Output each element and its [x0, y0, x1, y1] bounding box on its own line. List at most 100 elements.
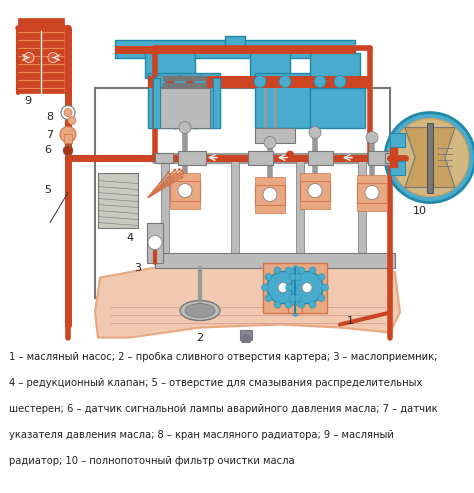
Circle shape — [279, 75, 291, 88]
Circle shape — [289, 295, 296, 302]
Bar — [231, 158, 239, 263]
Text: 5: 5 — [45, 184, 52, 195]
Circle shape — [64, 108, 72, 116]
Bar — [18, 28, 40, 93]
Circle shape — [298, 284, 304, 291]
Circle shape — [285, 284, 292, 291]
Bar — [170, 180, 200, 201]
Bar — [300, 173, 330, 180]
Circle shape — [178, 168, 181, 171]
Circle shape — [194, 75, 206, 88]
Circle shape — [274, 267, 281, 274]
Circle shape — [314, 75, 326, 88]
Text: радиатор; 10 – полнопоточный фильтр очистки масла: радиатор; 10 – полнопоточный фильтр очис… — [9, 456, 295, 466]
Bar — [390, 133, 405, 146]
Circle shape — [318, 295, 325, 302]
Bar — [255, 128, 295, 142]
Circle shape — [265, 295, 272, 302]
Bar — [357, 203, 387, 211]
Circle shape — [48, 53, 58, 63]
Bar — [368, 150, 390, 165]
Bar — [255, 72, 310, 128]
Circle shape — [180, 176, 183, 179]
Text: 9: 9 — [25, 96, 32, 106]
Bar — [255, 176, 285, 184]
Ellipse shape — [180, 301, 220, 320]
Circle shape — [179, 122, 191, 134]
Circle shape — [294, 295, 301, 302]
Bar — [145, 53, 195, 77]
Bar — [163, 75, 207, 80]
Circle shape — [267, 272, 299, 304]
Circle shape — [308, 183, 322, 198]
Bar — [357, 175, 387, 182]
Circle shape — [241, 335, 251, 345]
Bar — [358, 158, 366, 263]
Text: 10: 10 — [413, 206, 427, 215]
Bar — [300, 180, 330, 201]
Circle shape — [309, 267, 316, 274]
Bar — [161, 158, 169, 263]
Bar — [357, 182, 387, 203]
Circle shape — [264, 137, 276, 148]
Text: 2: 2 — [196, 333, 203, 343]
Bar — [95, 88, 390, 298]
Circle shape — [274, 301, 281, 308]
Bar — [155, 152, 173, 163]
Circle shape — [298, 301, 305, 308]
Bar — [240, 329, 252, 340]
Text: 4: 4 — [127, 233, 134, 243]
Text: 8: 8 — [46, 111, 54, 122]
Circle shape — [182, 172, 184, 175]
Circle shape — [391, 118, 469, 197]
Circle shape — [289, 274, 296, 281]
Circle shape — [61, 106, 75, 119]
Bar — [213, 77, 220, 128]
Circle shape — [385, 112, 474, 203]
Bar — [170, 173, 200, 180]
Bar — [178, 150, 206, 165]
Bar — [18, 18, 64, 28]
Bar — [115, 39, 355, 58]
Bar — [263, 263, 327, 313]
Bar — [427, 123, 433, 193]
Bar — [308, 150, 333, 165]
Bar — [310, 88, 365, 128]
Circle shape — [154, 75, 166, 88]
Bar — [288, 305, 302, 313]
Bar — [225, 35, 245, 47]
Polygon shape — [405, 128, 455, 187]
Bar — [255, 184, 285, 205]
Text: 1 – масляный насос; 2 – пробка сливного отверстия картера; 3 – маслоприемник;: 1 – масляный насос; 2 – пробка сливного … — [9, 352, 438, 362]
Circle shape — [60, 127, 76, 142]
Circle shape — [167, 171, 170, 174]
Circle shape — [334, 75, 346, 88]
Circle shape — [278, 282, 288, 292]
Bar — [160, 88, 210, 128]
Text: 3: 3 — [135, 263, 142, 273]
Polygon shape — [95, 268, 400, 338]
Bar — [385, 152, 405, 163]
Bar — [155, 252, 395, 268]
Circle shape — [265, 274, 272, 281]
Bar — [64, 134, 72, 142]
Circle shape — [309, 301, 316, 308]
Circle shape — [309, 127, 321, 139]
Circle shape — [174, 75, 186, 88]
Text: указателя давления масла; 8 – кран масляного радиатора; 9 – масляный: указателя давления масла; 8 – кран масля… — [9, 430, 394, 440]
Circle shape — [365, 185, 379, 200]
Ellipse shape — [185, 304, 215, 317]
Bar — [248, 150, 273, 165]
Text: 1: 1 — [346, 316, 354, 325]
Bar — [250, 53, 290, 77]
Bar — [42, 28, 64, 93]
Circle shape — [321, 284, 328, 291]
Bar — [296, 158, 304, 263]
Circle shape — [298, 267, 305, 274]
Bar — [148, 72, 220, 128]
Text: 4 – редукционный клапан; 5 – отверстие для смазывания распределительных: 4 – редукционный клапан; 5 – отверстие д… — [9, 379, 423, 388]
Bar — [98, 173, 138, 228]
Bar — [115, 45, 355, 54]
Text: шестерен; 6 – датчик сигнальной лампы аварийного давления масла; 7 – датчик: шестерен; 6 – датчик сигнальной лампы ав… — [9, 404, 438, 414]
Bar — [255, 205, 285, 212]
